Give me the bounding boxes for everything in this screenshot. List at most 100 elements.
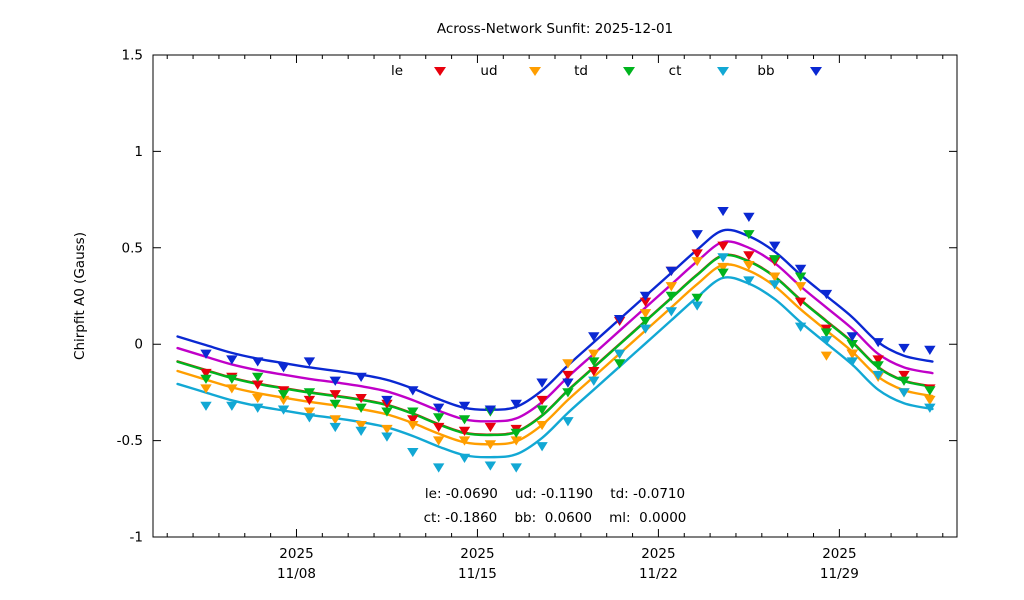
- legend-label-ct: ct: [668, 63, 682, 79]
- fit-curve-ct: [176, 276, 934, 459]
- point-ud-11/23: [691, 257, 703, 267]
- point-ct-11/20: [613, 349, 626, 359]
- point-le-11/04: [200, 368, 212, 379]
- point-ud-11/21: [639, 309, 652, 319]
- legend-label-ud: ud: [480, 63, 498, 79]
- point-td-11/07: [277, 390, 290, 400]
- point-ct-11/29: [846, 357, 858, 367]
- point-le-11/17: [536, 395, 548, 406]
- point-ct-11/17: [536, 442, 548, 452]
- point-ud-11/07: [277, 395, 290, 406]
- point-le-11/25: [743, 251, 755, 261]
- point-ud-11/08: [303, 407, 316, 417]
- point-ct-11/12: [407, 447, 419, 458]
- point-bb-11/14: [458, 401, 471, 411]
- point-ud-11/22: [665, 282, 678, 292]
- point-td-11/12: [407, 407, 419, 417]
- point-td-11/21: [639, 316, 652, 327]
- point-bb-11/27: [794, 264, 807, 275]
- point-td-11/06: [252, 372, 264, 382]
- point-td-11/24: [717, 268, 729, 278]
- point-bb-11/08: [303, 357, 316, 367]
- fit-curve-le: [176, 253, 934, 436]
- point-ct-11/21: [639, 324, 652, 334]
- point-ct-11/30: [872, 370, 884, 381]
- series-ud-points: [200, 257, 936, 450]
- point-td-11/25: [743, 230, 755, 240]
- point-ct-11/10: [355, 426, 367, 436]
- point-bb-11/29: [846, 332, 858, 342]
- x-tick-year-label: 2025: [822, 546, 856, 562]
- point-ct-11/08: [303, 413, 316, 423]
- series-td-points: [200, 230, 936, 438]
- point-bb-11/22: [665, 266, 678, 276]
- point-bb-11/10: [355, 372, 367, 382]
- point-ud-11/13: [432, 436, 445, 446]
- point-ud-11/19: [588, 349, 600, 359]
- point-td-11/18: [562, 388, 574, 398]
- point-le-11/14: [458, 426, 471, 436]
- point-td-11/09: [329, 399, 341, 409]
- point-td-11/23: [691, 293, 703, 303]
- point-ct-11/19: [588, 376, 600, 386]
- point-ud-11/06: [252, 393, 264, 404]
- point-bb-11/21: [639, 291, 652, 301]
- point-bb-11/17: [536, 378, 548, 388]
- fit-coefficients-line1: le: -0.0690 ud: -0.1190 td: -0.0710: [424, 486, 686, 502]
- x-tick-year-label: 2025: [460, 546, 494, 562]
- point-td-11/11: [381, 407, 393, 417]
- point-ud-11/24: [717, 262, 729, 273]
- legend-label-le: le: [390, 63, 404, 79]
- x-tick-year-label: 2025: [279, 546, 313, 562]
- point-le-11/30: [872, 355, 884, 365]
- legend-label-td: td: [574, 63, 588, 79]
- point-ud-11/10: [355, 420, 367, 431]
- point-ct-11/16: [510, 463, 522, 473]
- point-le-12/01: [898, 370, 910, 381]
- point-td-11/20: [613, 359, 626, 369]
- point-td-11/29: [846, 340, 858, 350]
- point-ct-11/27: [794, 322, 807, 332]
- point-td-11/10: [355, 403, 367, 413]
- point-ct-11/18: [562, 417, 574, 427]
- point-ct-11/14: [458, 453, 471, 463]
- point-ct-11/22: [665, 307, 678, 317]
- point-ud-11/04: [200, 384, 212, 394]
- point-ct-11/23: [691, 301, 703, 311]
- fit-curve-bb: [176, 228, 934, 411]
- legend-marker-ct-triangle-icon: [717, 67, 729, 76]
- fit-coefficients-line2: ct: -0.1860 bb: 0.0600 ml: 0.0000: [423, 510, 687, 526]
- x-tick-date-label: 11/15: [458, 566, 497, 582]
- y-tick-label: -1: [130, 530, 143, 546]
- point-bb-11/04: [200, 349, 212, 359]
- x-tick-year-label: 2025: [641, 546, 675, 562]
- point-ct-11/24: [717, 253, 729, 263]
- point-le-11/09: [329, 390, 341, 400]
- point-ct-11/09: [329, 422, 341, 433]
- point-bb-11/18: [562, 378, 574, 388]
- point-ud-11/17: [536, 420, 548, 431]
- point-td-12/01: [898, 376, 910, 386]
- point-ud-11/16: [510, 436, 522, 446]
- point-bb-11/20: [613, 314, 626, 325]
- point-bb-12/01: [898, 343, 910, 354]
- point-td-11/08: [303, 388, 316, 398]
- point-td-11/17: [536, 405, 548, 415]
- point-ct-11/07: [277, 405, 290, 415]
- point-ct-11/06: [252, 403, 264, 413]
- legend-marker-ud-triangle-icon: [529, 67, 541, 76]
- point-ct-11/11: [381, 432, 393, 442]
- point-ct-11/04: [200, 401, 212, 411]
- point-td-11/19: [588, 357, 600, 367]
- point-ud-11/15: [484, 440, 497, 450]
- x-tick-date-label: 11/29: [820, 566, 859, 582]
- point-bb-11/26: [769, 241, 781, 251]
- point-ct-11/28: [820, 336, 833, 346]
- point-ud-11/28: [820, 351, 833, 361]
- legend-marker-bb-triangle-icon: [810, 67, 822, 76]
- point-td-11/27: [794, 272, 807, 282]
- point-td-11/28: [820, 328, 833, 338]
- point-ct-12/02: [924, 403, 936, 413]
- point-ud-12/02: [924, 395, 936, 406]
